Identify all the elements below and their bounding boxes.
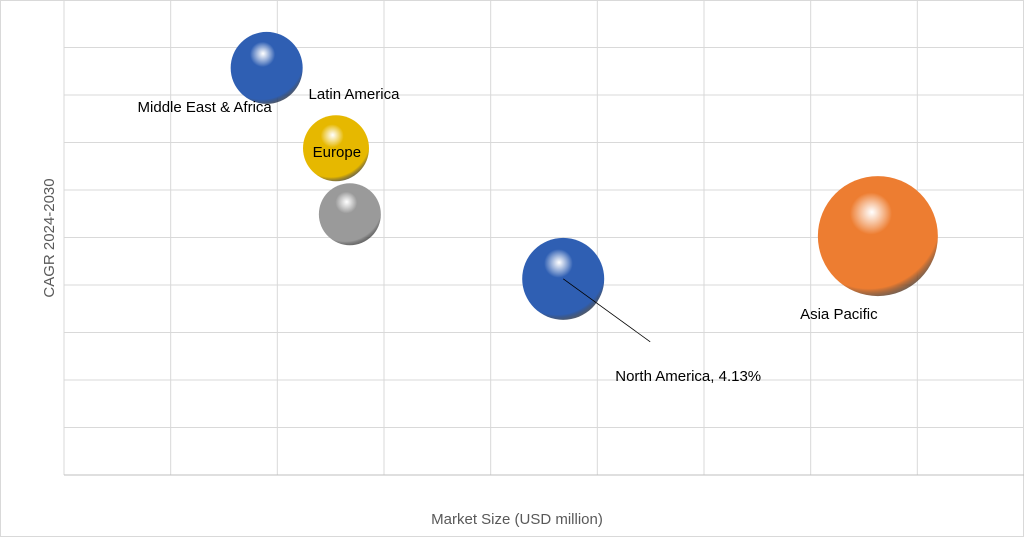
bubble-label: Asia Pacific — [800, 306, 878, 323]
leader-line — [562, 278, 651, 343]
bubble — [817, 176, 938, 297]
bubble — [230, 31, 303, 104]
x-axis-title: Market Size (USD million) — [431, 511, 603, 528]
bubble-label: Middle East & Africa — [138, 99, 273, 116]
bubble-label: Latin America — [309, 86, 401, 103]
y-axis-title: CAGR 2024-2030 — [41, 178, 58, 297]
bubble-label: Europe — [313, 144, 361, 161]
bubble — [318, 183, 381, 246]
bubble — [303, 115, 369, 182]
data-label: North America, 4.13% — [615, 368, 761, 385]
